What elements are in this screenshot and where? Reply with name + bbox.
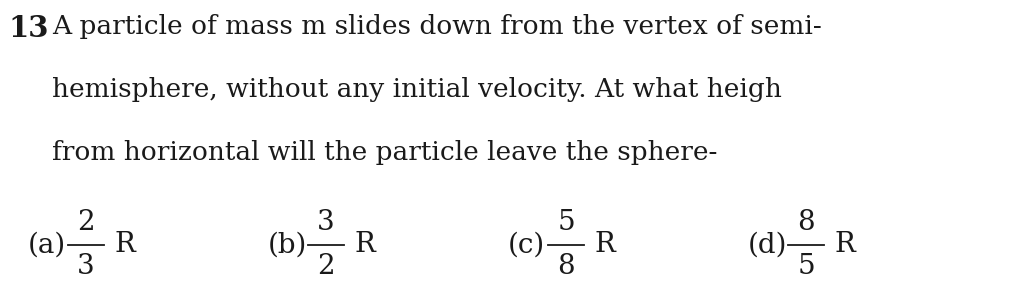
Text: 8: 8 (798, 210, 815, 237)
Text: (a): (a) (28, 232, 67, 258)
Text: R: R (114, 232, 135, 258)
Text: from horizontal will the particle leave the sphere-: from horizontal will the particle leave … (52, 140, 718, 165)
Text: R: R (354, 232, 375, 258)
Text: (b): (b) (268, 232, 307, 258)
Text: 8: 8 (557, 253, 574, 281)
Text: 2: 2 (317, 253, 335, 281)
Text: A particle of mass m slides down from the vertex of semi-: A particle of mass m slides down from th… (52, 14, 821, 39)
Text: (c): (c) (508, 232, 545, 258)
Text: 2: 2 (77, 210, 95, 237)
Text: 3: 3 (77, 253, 95, 281)
Text: 5: 5 (557, 210, 574, 237)
Text: 3: 3 (317, 210, 335, 237)
Text: R: R (834, 232, 855, 258)
Text: 13: 13 (8, 14, 48, 43)
Text: hemisphere, without any initial velocity. At what heigh: hemisphere, without any initial velocity… (52, 77, 782, 102)
Text: R: R (594, 232, 614, 258)
Text: (d): (d) (748, 232, 787, 258)
Text: 5: 5 (798, 253, 815, 281)
